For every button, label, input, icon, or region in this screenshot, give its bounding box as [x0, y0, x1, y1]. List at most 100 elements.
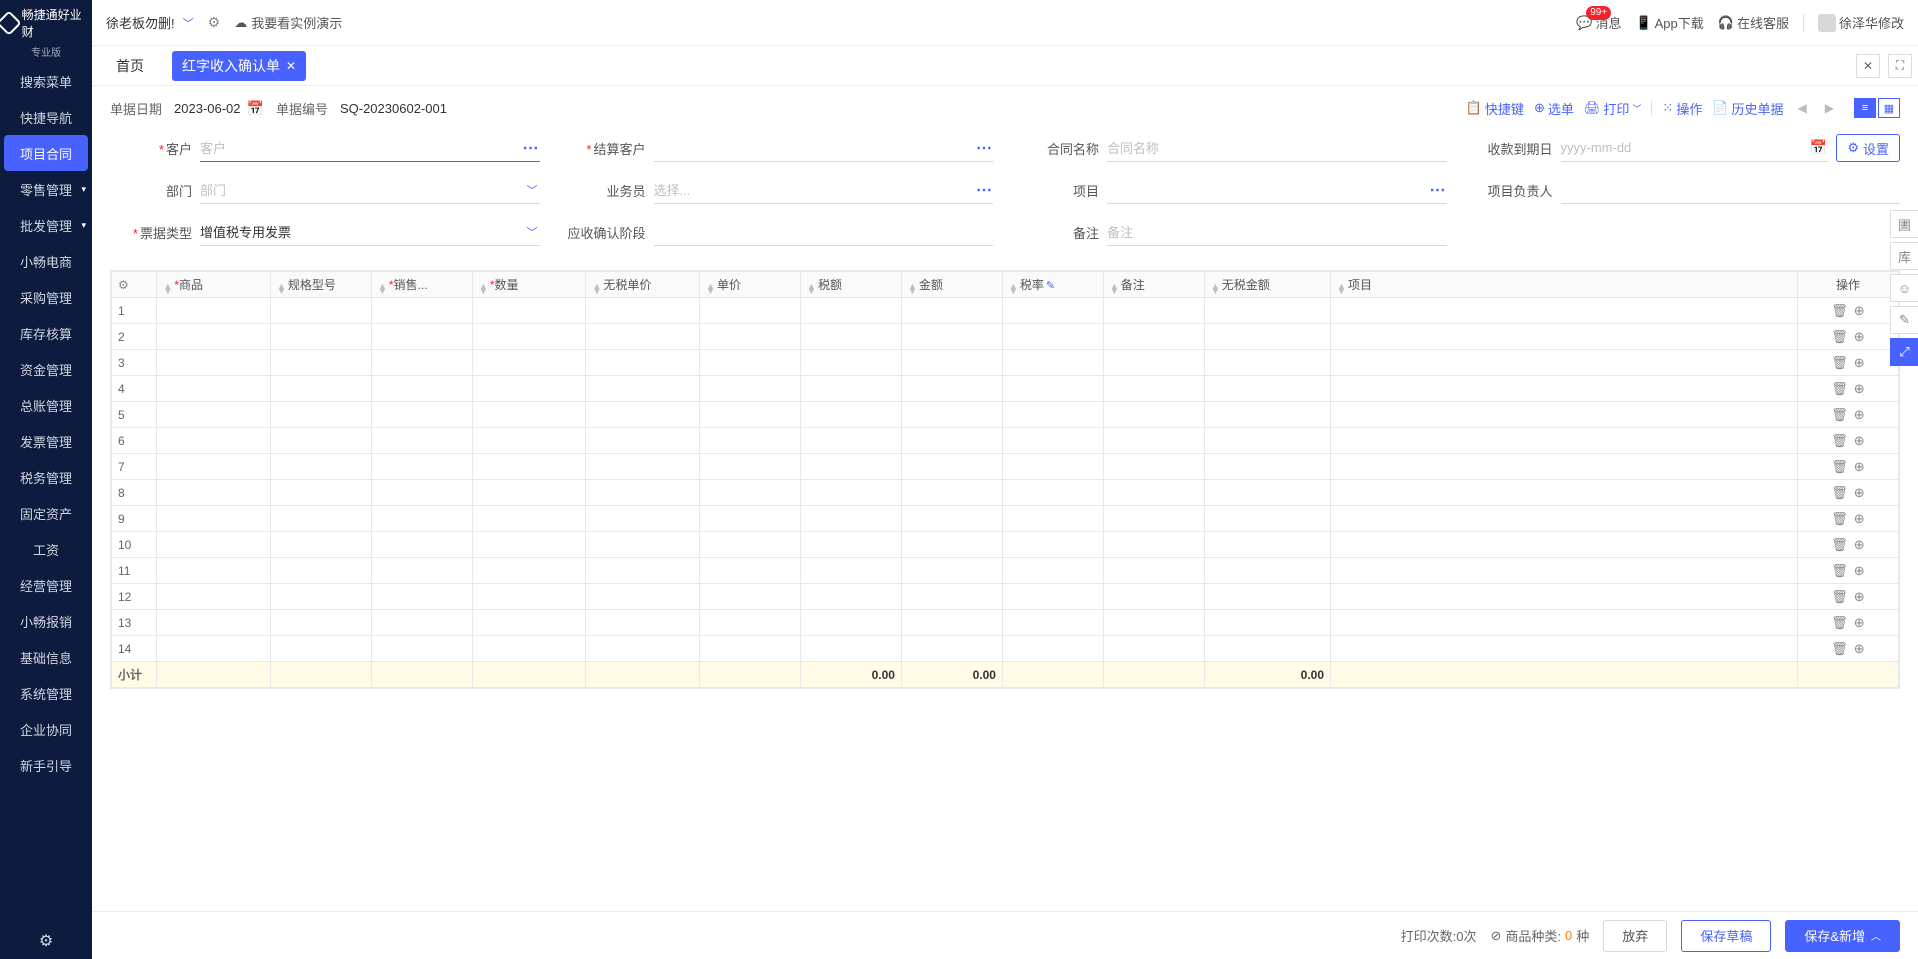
view-list[interactable]: ≡: [1854, 98, 1876, 118]
cell[interactable]: [901, 428, 1002, 454]
cell[interactable]: [1204, 584, 1330, 610]
delete-icon[interactable]: 🗑: [1831, 589, 1848, 604]
cell[interactable]: [472, 350, 586, 376]
sidebar-item-13[interactable]: 工资: [0, 531, 92, 567]
col-4[interactable]: ▲▼无税单价: [586, 272, 700, 298]
app-download[interactable]: 📱 App下载: [1635, 13, 1703, 32]
cell[interactable]: [1002, 584, 1103, 610]
cell[interactable]: [472, 428, 586, 454]
cell[interactable]: [1204, 428, 1330, 454]
add-icon[interactable]: ⊕: [1854, 407, 1865, 422]
cell[interactable]: [700, 584, 801, 610]
cell[interactable]: [586, 350, 700, 376]
cell[interactable]: [1103, 558, 1204, 584]
cell[interactable]: [1002, 532, 1103, 558]
sidebar-item-2[interactable]: 项目合同: [4, 135, 88, 171]
project-input[interactable]: ⋯: [1107, 176, 1447, 204]
cell[interactable]: [801, 324, 902, 350]
add-icon[interactable]: ⊕: [1854, 641, 1865, 656]
cell[interactable]: [700, 532, 801, 558]
customer-service[interactable]: 🎧 在线客服: [1718, 13, 1789, 32]
cell[interactable]: [271, 532, 372, 558]
cell[interactable]: [1331, 454, 1798, 480]
cell[interactable]: [371, 584, 472, 610]
cell[interactable]: [1204, 402, 1330, 428]
cell[interactable]: [1204, 350, 1330, 376]
col-1[interactable]: ▲▼规格型号: [271, 272, 372, 298]
cell[interactable]: [1331, 298, 1798, 324]
cell[interactable]: [157, 402, 271, 428]
cell[interactable]: [157, 610, 271, 636]
sidebar-item-14[interactable]: 经营管理: [0, 567, 92, 603]
cell[interactable]: [371, 376, 472, 402]
cell[interactable]: [901, 584, 1002, 610]
add-icon[interactable]: ⊕: [1854, 433, 1865, 448]
cell[interactable]: [371, 636, 472, 662]
cell[interactable]: [801, 428, 902, 454]
cell[interactable]: [1331, 636, 1798, 662]
cell[interactable]: [157, 428, 271, 454]
cell[interactable]: [901, 480, 1002, 506]
cell[interactable]: [1002, 506, 1103, 532]
cell[interactable]: [472, 454, 586, 480]
lookup-icon[interactable]: ⋯: [976, 138, 991, 158]
cell[interactable]: [1002, 428, 1103, 454]
cell[interactable]: [472, 324, 586, 350]
cell[interactable]: [371, 324, 472, 350]
cell[interactable]: [1331, 350, 1798, 376]
cell[interactable]: [700, 636, 801, 662]
cell[interactable]: [700, 298, 801, 324]
cell[interactable]: [157, 454, 271, 480]
cell[interactable]: [371, 298, 472, 324]
sidebar-settings[interactable]: ⚙: [0, 923, 92, 959]
col-9[interactable]: ▲▼备注: [1103, 272, 1204, 298]
contract-input[interactable]: 合同名称: [1107, 134, 1447, 162]
cell[interactable]: [1204, 532, 1330, 558]
cell[interactable]: [472, 610, 586, 636]
cell[interactable]: [801, 402, 902, 428]
add-icon[interactable]: ⊕: [1854, 537, 1865, 552]
delete-icon[interactable]: 🗑: [1831, 459, 1848, 474]
sidebar-item-8[interactable]: 资金管理: [0, 351, 92, 387]
cell[interactable]: [472, 558, 586, 584]
tab-0[interactable]: 首页: [106, 51, 154, 81]
cell[interactable]: [586, 558, 700, 584]
close-icon[interactable]: ✕: [286, 59, 296, 73]
delete-icon[interactable]: 🗑: [1831, 433, 1848, 448]
cell[interactable]: [371, 350, 472, 376]
cell[interactable]: [1331, 558, 1798, 584]
sidebar-item-10[interactable]: 发票管理: [0, 423, 92, 459]
cell[interactable]: [1331, 324, 1798, 350]
cell[interactable]: [271, 428, 372, 454]
cell[interactable]: [1002, 610, 1103, 636]
memo-input[interactable]: 备注: [1107, 218, 1447, 246]
cell[interactable]: [901, 610, 1002, 636]
select-order-button[interactable]: ⊕选单: [1534, 99, 1574, 118]
cell[interactable]: [700, 454, 801, 480]
cell[interactable]: [1204, 610, 1330, 636]
sidebar-item-11[interactable]: 税务管理: [0, 459, 92, 495]
sidebar-item-1[interactable]: 快捷导航: [0, 99, 92, 135]
lookup-icon[interactable]: ⋯: [976, 180, 991, 200]
operate-button[interactable]: ⁙操作: [1662, 99, 1702, 118]
edit-icon[interactable]: ✎: [1046, 280, 1055, 292]
cell[interactable]: [1103, 402, 1204, 428]
pm-input[interactable]: [1561, 176, 1901, 204]
cell[interactable]: [1002, 324, 1103, 350]
cell[interactable]: [271, 584, 372, 610]
table-row[interactable]: 2🗑⊕: [112, 324, 1899, 350]
cell[interactable]: [157, 636, 271, 662]
cell[interactable]: [157, 298, 271, 324]
cell[interactable]: [586, 532, 700, 558]
delete-icon[interactable]: 🗑: [1831, 641, 1848, 656]
cell[interactable]: [801, 350, 902, 376]
cell[interactable]: [271, 454, 372, 480]
cell[interactable]: [901, 532, 1002, 558]
cell[interactable]: [901, 350, 1002, 376]
table-row[interactable]: 9🗑⊕: [112, 506, 1899, 532]
cell[interactable]: [801, 454, 902, 480]
cell[interactable]: [1204, 298, 1330, 324]
cell[interactable]: [371, 558, 472, 584]
cell[interactable]: [157, 532, 271, 558]
delete-icon[interactable]: 🗑: [1831, 537, 1848, 552]
